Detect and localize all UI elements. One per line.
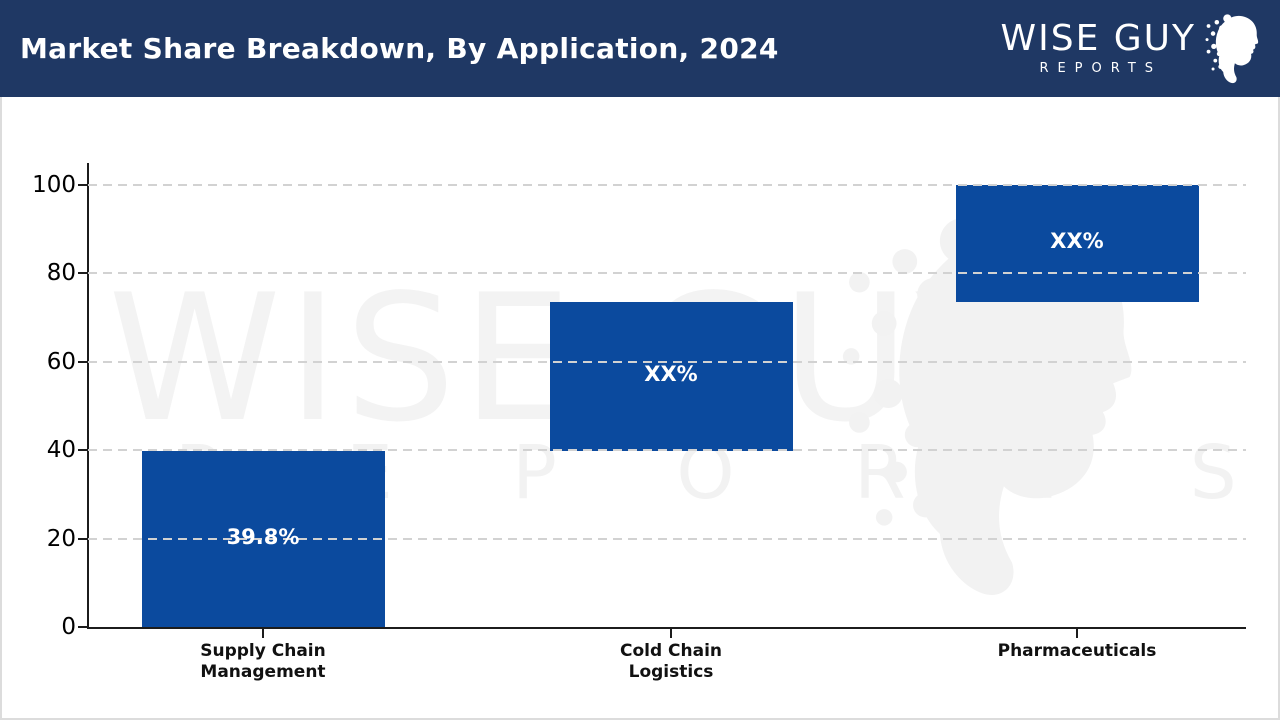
bar-segment bbox=[955, 185, 1199, 302]
y-tick-label: 100 bbox=[32, 172, 76, 198]
bar-value-label: 39.8% bbox=[226, 525, 300, 550]
logo-face-icon bbox=[1198, 10, 1262, 88]
y-axis-line bbox=[87, 163, 89, 629]
logo-wordmark: WISE GUY bbox=[1000, 18, 1196, 59]
y-tick bbox=[78, 272, 87, 275]
logo-wordmark-block: WISE GUY REPORTS bbox=[1000, 18, 1197, 77]
category-label: Cold Chain Logistics bbox=[619, 641, 723, 682]
header-bar: Market Share Breakdown, By Application, … bbox=[0, 0, 1280, 97]
y-tick bbox=[78, 537, 87, 540]
y-tick bbox=[78, 184, 87, 186]
category-label: Pharmaceuticals bbox=[997, 641, 1157, 661]
gridline bbox=[88, 537, 1246, 540]
y-tick-label: 20 bbox=[46, 525, 76, 552]
bar-value-label: XX% bbox=[1050, 229, 1104, 254]
x-tick bbox=[262, 629, 264, 638]
x-tick bbox=[670, 629, 672, 638]
y-tick bbox=[78, 449, 87, 452]
y-tick bbox=[78, 360, 87, 363]
gridline bbox=[88, 184, 1246, 186]
y-tick bbox=[78, 626, 87, 628]
logo-subtext: REPORTS bbox=[1039, 61, 1163, 76]
x-tick bbox=[1076, 629, 1078, 638]
bar-segment bbox=[549, 301, 793, 452]
gridline bbox=[88, 272, 1246, 275]
gridline bbox=[88, 449, 1246, 452]
y-tick-label: 60 bbox=[46, 348, 76, 375]
chart-title: Market Share Breakdown, By Application, … bbox=[20, 32, 779, 65]
gridline bbox=[88, 360, 1246, 363]
y-tick-label: 40 bbox=[46, 437, 76, 464]
bar-value-label: XX% bbox=[644, 362, 698, 387]
y-tick-label: 80 bbox=[46, 260, 76, 287]
y-tick-label: 0 bbox=[61, 614, 76, 640]
wiseguy-logo: WISE GUY REPORTS bbox=[1001, 10, 1263, 88]
x-axis-line bbox=[87, 627, 1246, 629]
category-label: Supply Chain Management bbox=[200, 641, 326, 682]
